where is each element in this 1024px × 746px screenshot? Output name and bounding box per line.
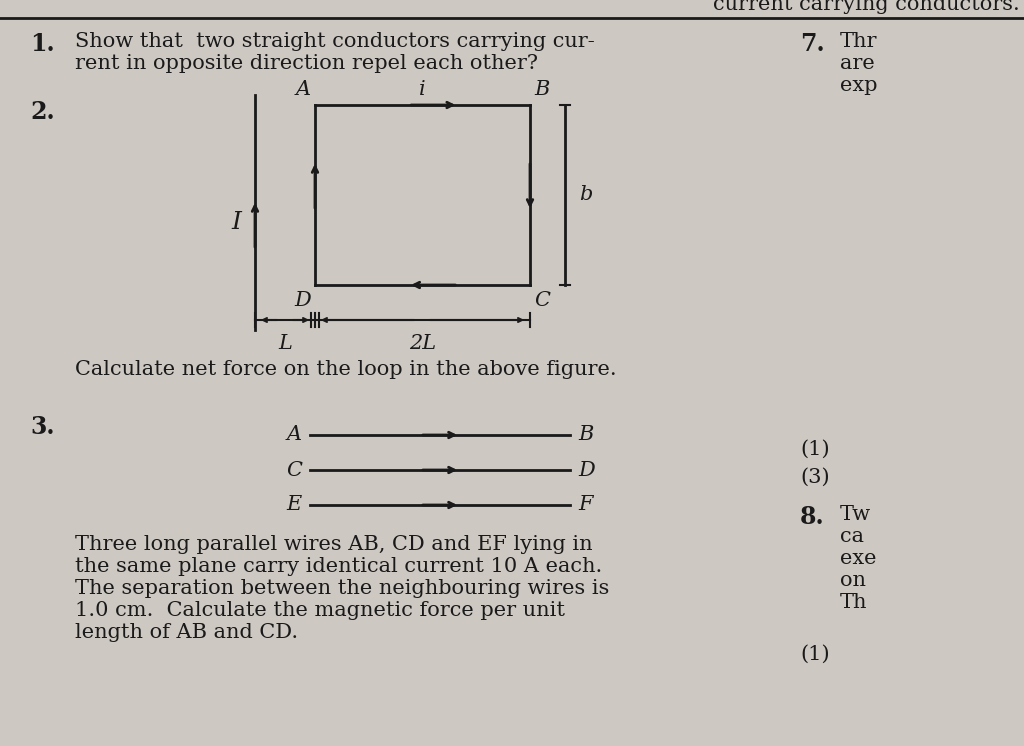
Text: Three long parallel wires AB, CD and EF lying in
the same plane carry identical : Three long parallel wires AB, CD and EF … bbox=[75, 535, 609, 642]
Text: 1.: 1. bbox=[30, 32, 54, 56]
Text: 7.: 7. bbox=[800, 32, 824, 56]
Text: C: C bbox=[534, 291, 550, 310]
Text: D: D bbox=[578, 460, 595, 480]
Text: L: L bbox=[279, 334, 292, 353]
Text: B: B bbox=[534, 80, 549, 99]
Text: C: C bbox=[286, 460, 302, 480]
Text: I: I bbox=[231, 211, 241, 234]
Text: (1): (1) bbox=[800, 440, 829, 459]
Text: 3.: 3. bbox=[30, 415, 54, 439]
Text: (1): (1) bbox=[800, 645, 829, 664]
Text: B: B bbox=[578, 425, 593, 445]
Text: 2.: 2. bbox=[30, 100, 54, 124]
Text: D: D bbox=[294, 291, 311, 310]
Text: Show that  two straight conductors carrying cur-
rent in opposite direction repe: Show that two straight conductors carryi… bbox=[75, 32, 595, 73]
Text: Calculate net force on the loop in the above figure.: Calculate net force on the loop in the a… bbox=[75, 360, 616, 379]
Text: Thr
are
exp: Thr are exp bbox=[840, 32, 878, 95]
Text: E: E bbox=[287, 495, 302, 515]
Text: i: i bbox=[419, 80, 426, 99]
Text: current carrying conductors.: current carrying conductors. bbox=[714, 0, 1020, 14]
Text: A: A bbox=[296, 80, 311, 99]
Text: (3): (3) bbox=[800, 468, 829, 487]
Text: b: b bbox=[579, 186, 592, 204]
Text: Tw
ca
exe
on
Th: Tw ca exe on Th bbox=[840, 505, 877, 612]
Text: 2L: 2L bbox=[409, 334, 436, 353]
Text: A: A bbox=[287, 425, 302, 445]
Text: F: F bbox=[578, 495, 593, 515]
Text: 8.: 8. bbox=[800, 505, 824, 529]
